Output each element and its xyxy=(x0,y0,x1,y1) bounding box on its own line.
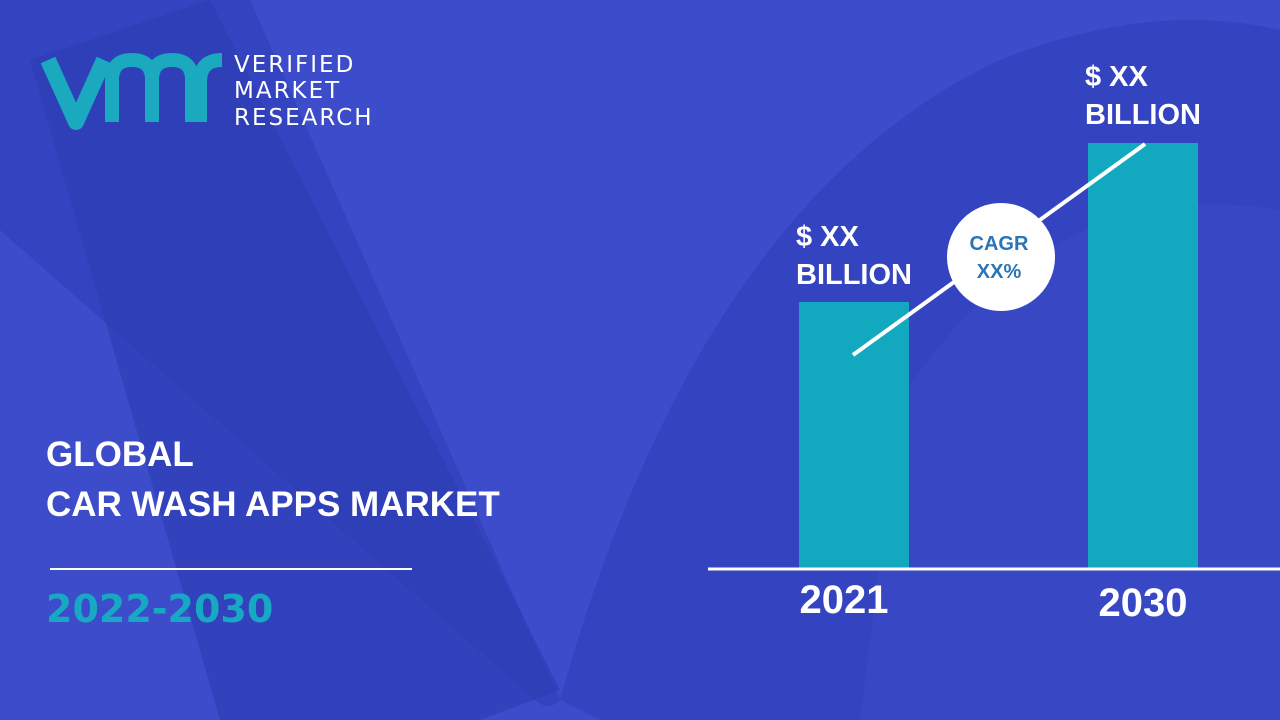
logo-text: MARKET xyxy=(234,78,341,104)
logo-text: RESEARCH xyxy=(234,105,374,131)
bar xyxy=(799,302,909,568)
bar-label: BILLION xyxy=(1085,99,1201,131)
bar-label: $ XX xyxy=(796,221,860,253)
cagr-value: XX% xyxy=(977,261,1022,283)
bar-label: $ XX xyxy=(1085,61,1149,93)
title: CAR WASH APPS MARKET xyxy=(46,485,500,524)
year-label: 2021 xyxy=(800,578,889,622)
logo-mark-m xyxy=(105,52,199,122)
cagr-label: CAGR xyxy=(970,233,1029,255)
logo-text: VERIFIED xyxy=(234,52,355,78)
logo-mark-r xyxy=(193,53,223,122)
logo-mark-v xyxy=(40,56,112,130)
title: GLOBAL xyxy=(46,435,194,474)
cagr-badge xyxy=(947,203,1055,311)
bar-label: BILLION xyxy=(796,259,912,291)
logo: VERIFIED MARKET RESEARCH xyxy=(40,52,374,131)
period: 2022-2030 xyxy=(46,587,273,631)
v-shape-band xyxy=(30,0,560,720)
year-label: 2030 xyxy=(1099,581,1188,625)
bar xyxy=(1088,143,1198,568)
